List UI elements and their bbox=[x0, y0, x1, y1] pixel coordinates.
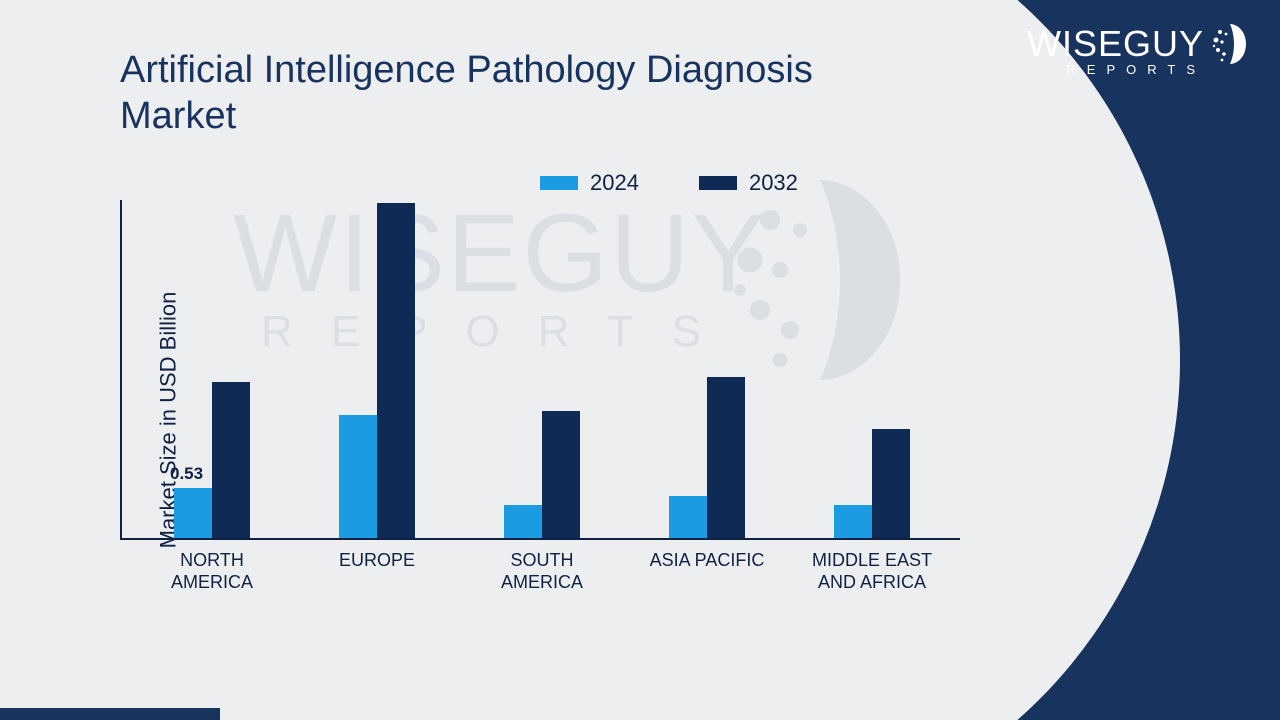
bar-na-2032 bbox=[212, 382, 250, 538]
legend-label-2032: 2032 bbox=[749, 170, 798, 196]
bar-group-eu bbox=[317, 203, 437, 538]
brand-name: WISEGUY bbox=[1027, 23, 1204, 65]
brain-icon bbox=[1208, 22, 1252, 66]
bar-ap-2024 bbox=[669, 496, 707, 539]
bottom-accent-bar bbox=[0, 708, 220, 720]
plot-area: NORTH AMERICAEUROPESOUTH AMERICAASIA PAC… bbox=[120, 200, 960, 540]
bar-eu-2024 bbox=[339, 415, 377, 538]
value-label-na-2024: 0.53 bbox=[170, 464, 203, 484]
bar-group-mea bbox=[812, 429, 932, 538]
bar-ap-2032 bbox=[707, 377, 745, 538]
bar-mea-2024 bbox=[834, 505, 872, 538]
bar-group-na bbox=[152, 382, 272, 538]
legend-swatch-2032 bbox=[699, 176, 737, 190]
chart-title: Artificial Intelligence Pathology Diagno… bbox=[120, 48, 820, 139]
x-label-eu: EUROPE bbox=[307, 550, 447, 572]
x-label-sa: SOUTH AMERICA bbox=[472, 550, 612, 593]
x-label-mea: MIDDLE EAST AND AFRICA bbox=[802, 550, 942, 593]
legend-item-2024: 2024 bbox=[540, 170, 639, 196]
bar-eu-2032 bbox=[377, 203, 415, 538]
bar-sa-2032 bbox=[542, 411, 580, 539]
bar-mea-2032 bbox=[872, 429, 910, 538]
brand-logo: WISEGUY REPORTS bbox=[1027, 22, 1252, 77]
bar-group-ap bbox=[647, 377, 767, 538]
chart: Market Size in USD Billion NORTH AMERICA… bbox=[90, 200, 960, 640]
bar-sa-2024 bbox=[504, 505, 542, 538]
legend: 2024 2032 bbox=[540, 170, 798, 196]
legend-swatch-2024 bbox=[540, 176, 578, 190]
x-label-ap: ASIA PACIFIC bbox=[637, 550, 777, 572]
legend-label-2024: 2024 bbox=[590, 170, 639, 196]
legend-item-2032: 2032 bbox=[699, 170, 798, 196]
x-label-na: NORTH AMERICA bbox=[142, 550, 282, 593]
bar-na-2024 bbox=[174, 488, 212, 538]
bar-group-sa bbox=[482, 411, 602, 539]
